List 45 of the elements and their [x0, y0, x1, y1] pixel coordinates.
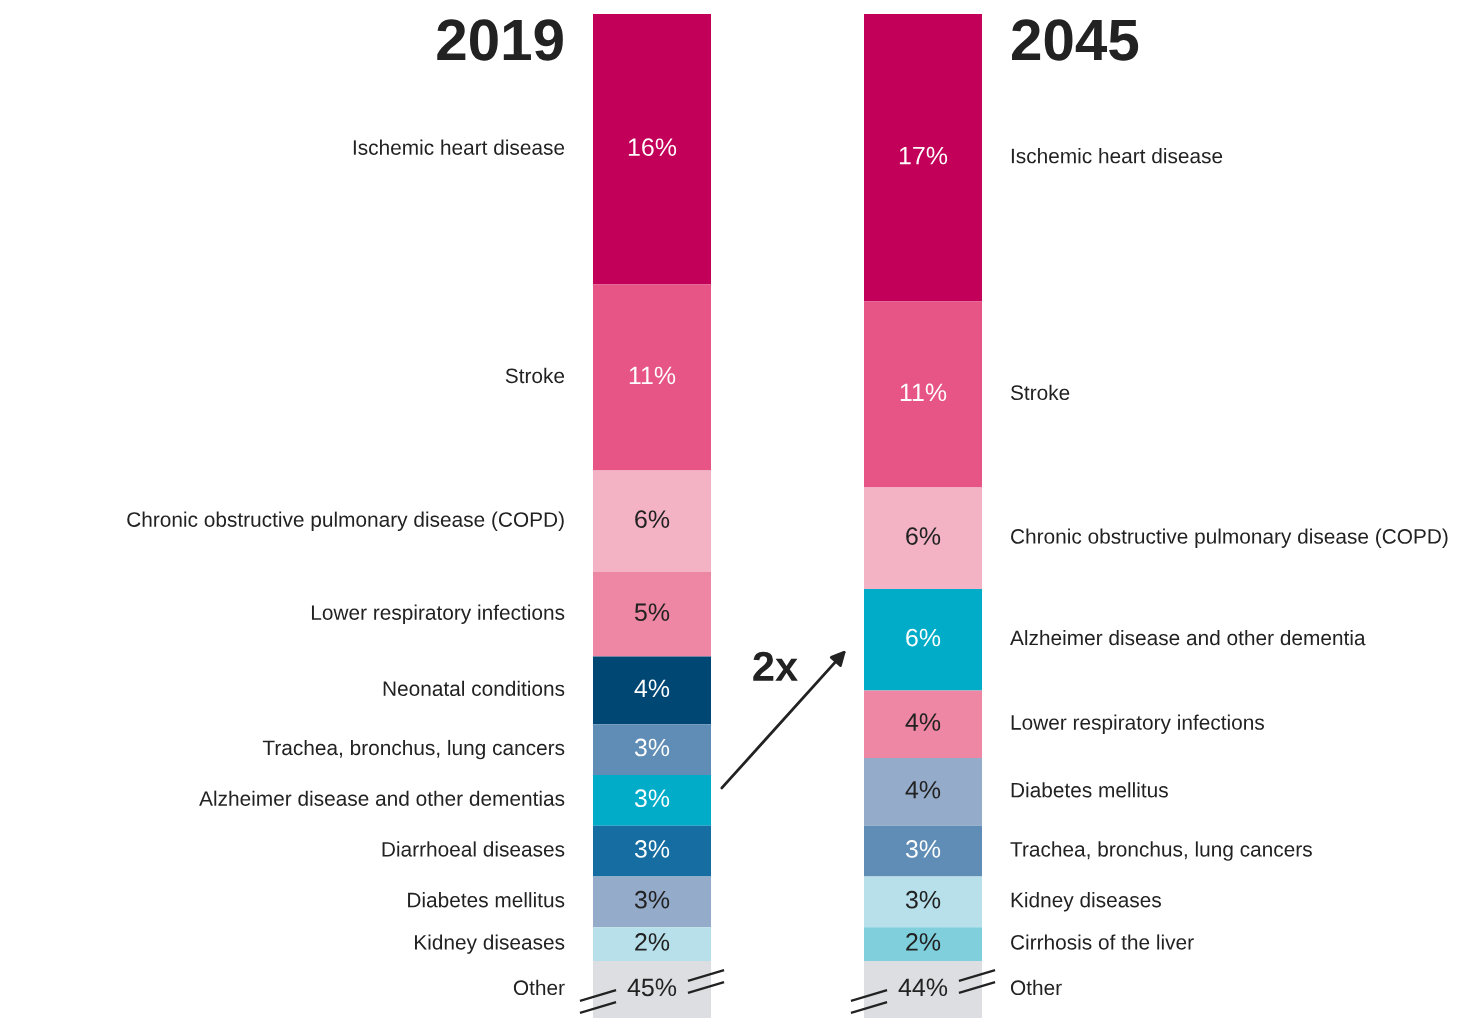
data-label: 3%	[634, 789, 670, 808]
data-label: 3%	[634, 738, 670, 757]
data-label: 4%	[634, 679, 670, 698]
category-label: Trachea, bronchus, lung cancers	[1010, 841, 1312, 861]
data-label: 4%	[905, 713, 941, 731]
category-label: Cirrhosis of the liver	[1011, 934, 1194, 950]
text: 2x	[753, 651, 798, 681]
data-label: 3%	[634, 840, 670, 858]
category-label: Stroke	[505, 367, 565, 384]
category-label: Diabetes mellitus	[408, 892, 565, 908]
data-label: 6%	[635, 510, 670, 529]
category-label: Stroke	[1010, 384, 1070, 401]
category-label: Alzheimer disease and other dementias	[199, 790, 565, 806]
category-label: Chronic obstructive pulmonary disease (COPD)	[1011, 528, 1448, 548]
data-label: 2%	[635, 933, 670, 951]
data-label: 16%	[628, 138, 677, 156]
category-label: Lower respiratory infections	[311, 604, 565, 625]
category-label: Alzheimer disease and other dementia	[1010, 629, 1366, 646]
data-label: 5%	[634, 603, 670, 622]
category-label: Other	[1010, 979, 1062, 996]
text: 2019	[437, 19, 563, 61]
data-label: 3%	[634, 890, 670, 909]
data-label: 11%	[900, 383, 947, 402]
data-label: 2%	[906, 933, 941, 951]
data-label: 44%	[898, 978, 948, 997]
category-label: Kidney diseases	[1011, 892, 1161, 912]
data-label: 3%	[905, 840, 941, 858]
category-label: Kidney diseases	[415, 934, 565, 954]
data-label: 3%	[905, 890, 941, 909]
category-label: Other	[513, 979, 565, 996]
data-label: 11%	[629, 366, 676, 385]
category-label: Lower respiratory infections	[1011, 714, 1264, 734]
data-label: 4%	[905, 781, 941, 799]
category-label: Ischemic heart disease	[1011, 148, 1223, 164]
category-label: Chronic obstructive pulmonary disease (COPD)	[127, 511, 564, 532]
category-label: Neonatal conditions	[383, 680, 565, 697]
data-label: 17%	[899, 146, 948, 165]
data-label: 6%	[906, 628, 941, 647]
category-label: Trachea, bronchus, lung cancers	[262, 739, 565, 760]
text: 2045	[1012, 19, 1139, 61]
category-label: Diabetes mellitus	[1011, 782, 1168, 798]
data-label: 45%	[627, 978, 677, 997]
category-label: Diarrhoeal diseases	[382, 841, 565, 857]
category-label: Ischemic heart disease	[353, 139, 565, 155]
data-label: 6%	[906, 527, 941, 545]
